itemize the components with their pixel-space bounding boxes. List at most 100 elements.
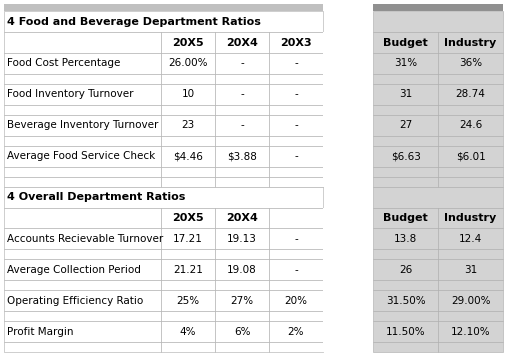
Text: -: -: [294, 89, 298, 99]
Bar: [4, 321, 161, 342]
Bar: [323, 177, 373, 187]
Bar: [269, 311, 323, 321]
Bar: [4, 136, 161, 146]
Bar: [373, 11, 503, 32]
Text: 27: 27: [399, 120, 412, 130]
Text: $3.88: $3.88: [227, 151, 257, 161]
Bar: [323, 74, 373, 84]
Text: 36%: 36%: [459, 58, 482, 68]
Bar: [4, 249, 161, 259]
Bar: [161, 259, 215, 280]
Text: 29.00%: 29.00%: [451, 295, 490, 305]
Bar: [269, 32, 323, 53]
Text: Food Cost Percentage: Food Cost Percentage: [7, 58, 120, 68]
Bar: [323, 259, 373, 280]
Bar: [161, 321, 215, 342]
Text: Average Collection Period: Average Collection Period: [7, 265, 141, 275]
Bar: [4, 53, 161, 74]
Bar: [373, 290, 438, 311]
Bar: [323, 105, 373, 115]
Bar: [438, 53, 503, 74]
Bar: [373, 229, 438, 249]
Bar: [323, 249, 373, 259]
Text: Accounts Recievable Turnover: Accounts Recievable Turnover: [7, 234, 163, 244]
Text: 20X4: 20X4: [226, 213, 258, 223]
Text: Industry: Industry: [445, 38, 497, 48]
Bar: [373, 187, 503, 208]
Bar: [373, 321, 438, 342]
Bar: [215, 115, 269, 136]
Text: 28.74: 28.74: [456, 89, 486, 99]
Bar: [373, 249, 438, 259]
Bar: [4, 259, 161, 280]
Bar: [373, 259, 438, 280]
Text: 23: 23: [182, 120, 195, 130]
Text: 20X5: 20X5: [172, 38, 204, 48]
Bar: [215, 74, 269, 84]
Text: Profit Margin: Profit Margin: [7, 326, 74, 336]
Bar: [4, 229, 161, 249]
Text: -: -: [240, 89, 244, 99]
Text: 11.50%: 11.50%: [386, 326, 425, 336]
Bar: [438, 136, 503, 146]
Text: 4 Food and Beverage Department Ratios: 4 Food and Beverage Department Ratios: [7, 17, 261, 27]
Text: Budget: Budget: [383, 213, 428, 223]
Bar: [373, 32, 438, 53]
Text: $4.46: $4.46: [173, 151, 203, 161]
Text: Industry: Industry: [445, 213, 497, 223]
Bar: [438, 84, 503, 105]
Bar: [269, 249, 323, 259]
Bar: [438, 32, 503, 53]
Text: -: -: [240, 120, 244, 130]
Bar: [161, 208, 215, 229]
Bar: [269, 115, 323, 136]
Bar: [215, 229, 269, 249]
Text: 24.6: 24.6: [459, 120, 482, 130]
Bar: [323, 115, 373, 136]
Text: 31%: 31%: [394, 58, 417, 68]
Text: -: -: [294, 265, 298, 275]
Bar: [4, 187, 323, 208]
Bar: [215, 280, 269, 290]
Bar: [161, 115, 215, 136]
Text: 20X5: 20X5: [172, 213, 204, 223]
Bar: [269, 105, 323, 115]
Bar: [269, 229, 323, 249]
Bar: [323, 53, 373, 74]
Bar: [373, 280, 438, 290]
Bar: [323, 290, 373, 311]
Bar: [323, 136, 373, 146]
Text: $6.63: $6.63: [391, 151, 421, 161]
Bar: [4, 146, 161, 167]
Bar: [215, 84, 269, 105]
Bar: [373, 167, 438, 177]
Bar: [373, 177, 438, 187]
Bar: [438, 259, 503, 280]
Bar: [269, 321, 323, 342]
Bar: [438, 146, 503, 167]
Bar: [323, 84, 373, 105]
Text: 27%: 27%: [231, 295, 254, 305]
Bar: [438, 208, 503, 229]
Text: 25%: 25%: [176, 295, 200, 305]
Bar: [4, 105, 161, 115]
Bar: [323, 342, 373, 352]
Bar: [269, 74, 323, 84]
Bar: [4, 208, 161, 229]
Bar: [4, 167, 161, 177]
Bar: [4, 311, 161, 321]
Text: -: -: [294, 120, 298, 130]
Bar: [4, 11, 323, 32]
Text: 4%: 4%: [180, 326, 196, 336]
Bar: [373, 146, 438, 167]
Text: $6.01: $6.01: [456, 151, 485, 161]
Bar: [373, 53, 438, 74]
Text: 12.10%: 12.10%: [451, 326, 490, 336]
Bar: [323, 321, 373, 342]
Bar: [438, 321, 503, 342]
Bar: [215, 290, 269, 311]
Text: 2%: 2%: [287, 326, 304, 336]
Bar: [161, 136, 215, 146]
Bar: [4, 177, 161, 187]
Bar: [161, 146, 215, 167]
